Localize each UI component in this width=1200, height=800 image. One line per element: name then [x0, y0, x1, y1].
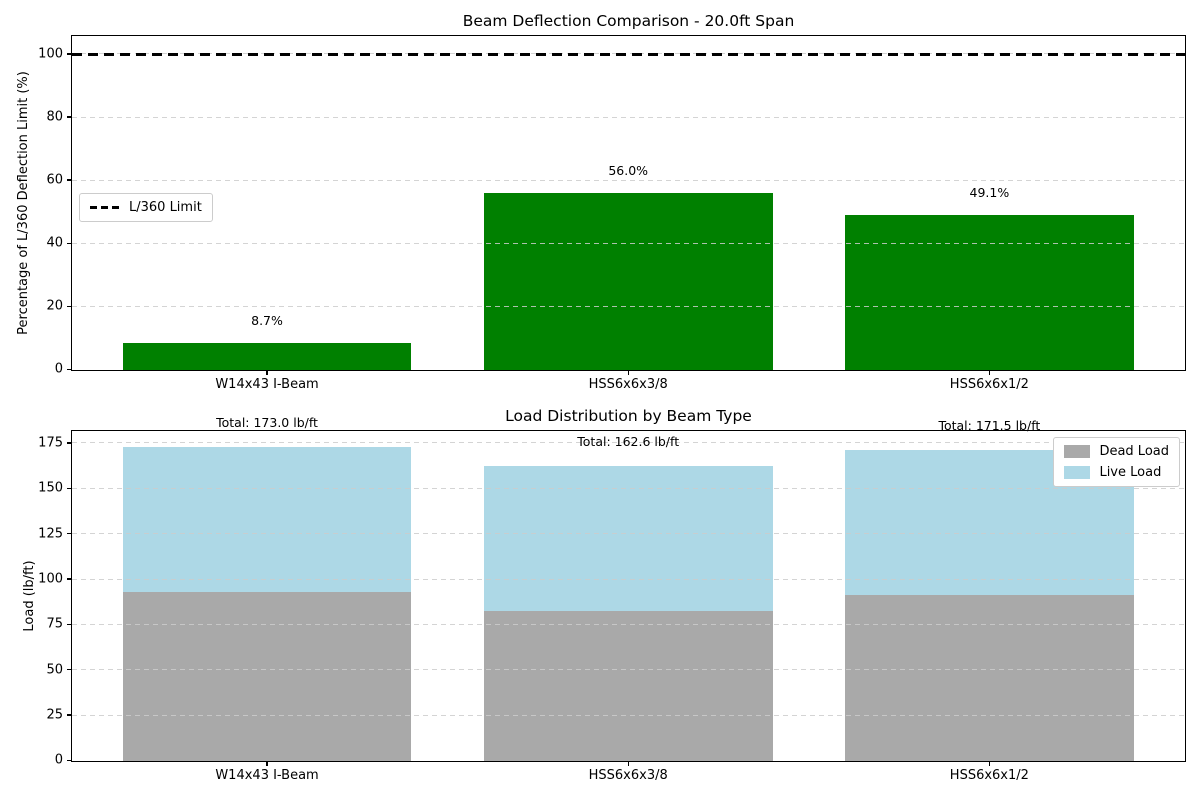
total-label: Total: 171.5 lb/ft [938, 417, 1041, 433]
y-tick-label: 175 [38, 435, 63, 451]
x-tick-mark [988, 370, 991, 375]
live-load-swatch-icon [1064, 466, 1091, 479]
x-tick-mark [627, 370, 629, 375]
total-label: Total: 162.6 lb/ft [577, 434, 680, 450]
y-tick-mark [67, 623, 72, 625]
y-tick-mark [67, 116, 72, 118]
deflection-legend: L/360 Limit [79, 193, 213, 222]
x-tick-mark [266, 370, 268, 375]
dead-load-bar [483, 611, 773, 761]
deflection-y-axis-label: Percentage of L/360 Deflection Limit (%) [16, 71, 31, 335]
gridline [72, 533, 1185, 535]
legend-entry-live-load: Live Load [1064, 465, 1169, 480]
load-plot-area: 0 25 50 75 100 125 150 175 W14x43 I-Beam HSS6x6x3… [38, 416, 1185, 783]
gridline [72, 623, 1185, 625]
load-legend: Dead Load Live Load [1053, 437, 1180, 487]
gridline [72, 669, 1185, 671]
load-chart-plot: Load Distribution by Beam Type Load (lb/… [22, 407, 1186, 783]
y-tick-label: 0 [54, 752, 63, 768]
legend-label: Live Load [1099, 465, 1162, 480]
legend-label: Dead Load [1099, 444, 1169, 459]
bar-value-label: 49.1% [969, 185, 1010, 201]
y-tick-mark [67, 53, 72, 55]
deflection-plot-area: 0 20 40 60 80 100 W14x43 I-Beam HSS6x6x3/8 HSS6x… [38, 36, 1185, 392]
gridline [72, 578, 1185, 580]
y-tick-label: 125 [38, 526, 63, 542]
gridline [72, 442, 1185, 444]
x-tick-mark [627, 761, 629, 766]
dead-load-swatch-icon [1064, 445, 1091, 458]
y-tick-mark [67, 368, 72, 371]
y-tick-label: 80 [46, 109, 63, 125]
legend-entry-dead-load: Dead Load [1064, 444, 1169, 459]
y-tick-mark [67, 487, 72, 489]
x-tick-label: W14x43 I-Beam [215, 377, 319, 392]
y-tick-label: 150 [38, 480, 63, 496]
x-tick-label: HSS6x6x3/8 [588, 377, 668, 392]
live-load-bar [122, 447, 412, 593]
deflection-chart-plot: Beam Deflection Comparison - 20.0ft Span… [16, 12, 1186, 392]
total-label: Total: 173.0 lb/ft [216, 415, 318, 431]
load-chart-title: Load Distribution by Beam Type [505, 407, 752, 425]
bar-value-label: 56.0% [608, 163, 649, 179]
y-tick-mark [67, 759, 72, 762]
dead-load-bar [122, 592, 412, 761]
x-tick-mark [266, 761, 268, 766]
deflection-bar [122, 342, 412, 370]
gridline [72, 116, 1185, 118]
y-tick-label: 75 [46, 616, 63, 632]
bar-value-label: 8.7% [251, 312, 283, 328]
y-tick-mark [67, 533, 72, 535]
live-load-bar [483, 466, 773, 612]
y-tick-mark [67, 578, 72, 580]
l360-limit-line [72, 53, 1185, 56]
y-tick-mark [67, 179, 72, 181]
y-tick-mark [67, 714, 72, 716]
legend-label: L/360 Limit [129, 200, 202, 215]
y-tick-label: 40 [46, 235, 63, 251]
y-tick-label: 0 [54, 361, 63, 377]
y-tick-label: 60 [46, 172, 63, 188]
y-tick-label: 20 [46, 298, 63, 314]
gridline [72, 305, 1185, 307]
y-tick-mark [67, 669, 72, 671]
gridline [72, 179, 1185, 181]
gridline [72, 714, 1185, 716]
x-tick-label: HSS6x6x1/2 [949, 377, 1029, 392]
x-tick-label: HSS6x6x1/2 [949, 768, 1029, 783]
dashed-line-sample-icon [90, 206, 120, 209]
y-tick-label: 25 [46, 707, 63, 723]
x-tick-label: W14x43 I-Beam [215, 768, 319, 783]
y-tick-mark [67, 442, 72, 444]
y-tick-mark [67, 242, 72, 244]
deflection-bar [483, 193, 773, 370]
dead-load-bar [844, 595, 1134, 761]
y-tick-label: 100 [38, 46, 63, 62]
y-tick-label: 100 [38, 571, 63, 587]
legend-entry-l360-limit: L/360 Limit [90, 200, 202, 215]
deflection-bar [844, 215, 1134, 370]
load-y-axis-label: Load (lb/ft) [22, 560, 37, 632]
deflection-chart-title: Beam Deflection Comparison - 20.0ft Span [462, 12, 795, 30]
x-tick-mark [988, 761, 991, 766]
gridline [72, 487, 1185, 489]
gridline [72, 242, 1185, 244]
y-tick-label: 50 [46, 662, 63, 678]
y-tick-mark [67, 305, 72, 307]
x-tick-label: HSS6x6x3/8 [588, 768, 668, 783]
